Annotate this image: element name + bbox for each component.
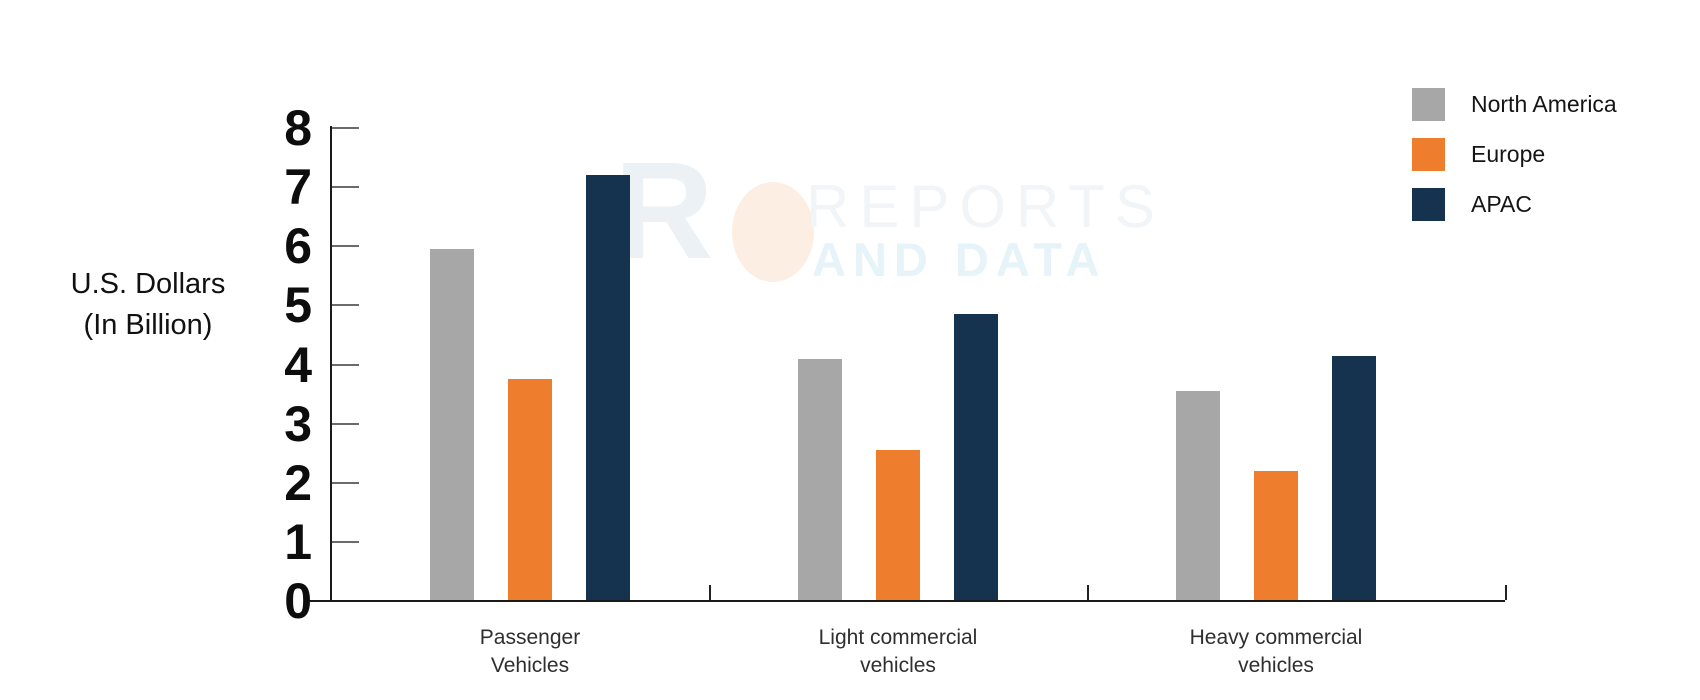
category-label-line1: Heavy commercial [1189,626,1363,649]
x-tick [1505,585,1507,600]
legend-item-europe: Europe [1412,138,1545,171]
category-label-line2: Vehicles [490,654,570,677]
bar-north-america [430,249,474,601]
bar-apac [1332,355,1376,601]
y-tick [332,422,359,425]
y-tick-label: 0 [284,573,312,629]
bar-north-america [1176,391,1220,601]
legend-label: North America [1471,91,1617,117]
legend-swatch [1412,88,1445,121]
y-tick [332,481,359,484]
category-label-line2: vehicles [1238,654,1314,677]
category-label-line1: Passenger [479,626,581,649]
y-tick [332,245,359,248]
bar-europe [508,379,552,601]
y-axis-title-line2: (In Billion) [83,309,213,341]
y-axis-title: U.S. Dollars (In Billion) [28,264,268,346]
bar-europe [876,450,920,601]
watermark-logo-circle [732,182,814,282]
legend-label: APAC [1471,191,1532,217]
y-tick-label: 4 [284,336,312,393]
bar-apac [586,175,630,601]
watermark-text-line1: REPORTS [806,173,1165,240]
legend-swatch [1412,188,1445,221]
y-axis-title-line1: U.S. Dollars [70,268,226,300]
y-axis-line [330,126,332,601]
category-label: Light commercial vehicles [728,624,1068,680]
y-tick [332,540,359,543]
category-label: Passenger Vehicles [360,624,700,680]
y-tick [332,363,359,366]
y-tick-label: 5 [284,277,312,334]
y-tick-label: 7 [284,159,312,216]
watermark: R REPORTS AND DATA [600,142,1155,300]
x-tick [1087,585,1089,600]
bar-apac [954,314,998,601]
x-tick [709,585,711,600]
y-tick [332,186,359,189]
watermark-logo-letter: R [614,134,714,288]
legend-label: Europe [1471,141,1546,167]
y-tick-label: 3 [284,395,312,452]
category-label-line2: vehicles [860,654,936,677]
y-tick [332,127,359,129]
category-label: Heavy commercial vehicles [1106,624,1446,680]
x-axis-line [310,600,1505,602]
legend-item-north-america: North America [1412,88,1617,121]
y-tick-label: 2 [284,454,312,511]
legend-swatch [1412,138,1445,171]
bar-europe [1254,470,1298,601]
watermark-text-line2: AND DATA [812,233,1107,286]
bar-north-america [798,358,842,601]
y-tick-label: 8 [284,100,312,156]
legend-item-apac: APAC [1412,188,1532,221]
y-tick-label: 1 [284,513,312,570]
y-tick [332,304,359,307]
y-tick-label: 6 [284,218,312,275]
category-label-line1: Light commercial [818,626,978,649]
